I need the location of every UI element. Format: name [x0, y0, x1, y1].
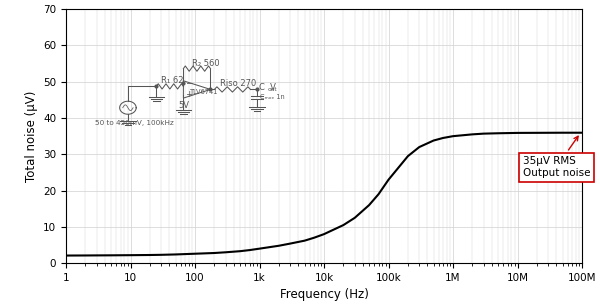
Y-axis label: Total noise (μV): Total noise (μV): [25, 91, 38, 182]
Text: 35μV RMS
Output noise: 35μV RMS Output noise: [523, 136, 590, 178]
X-axis label: Frequency (Hz): Frequency (Hz): [280, 289, 368, 301]
